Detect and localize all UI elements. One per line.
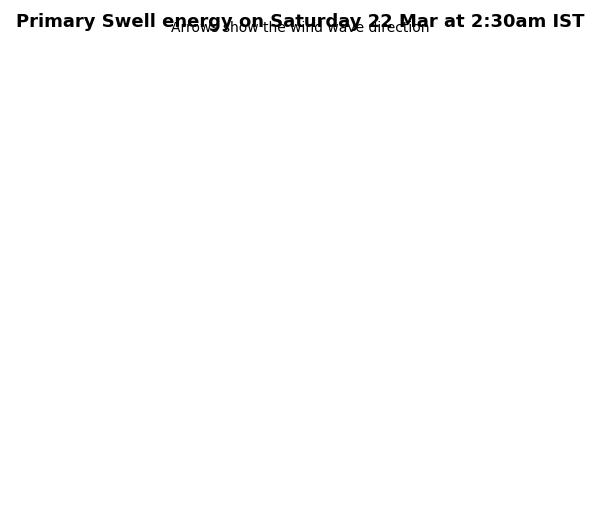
Text: Arrows show the wind wave direction: Arrows show the wind wave direction — [171, 20, 430, 35]
Text: Primary Swell energy on Saturday 22 Mar at 2:30am IST: Primary Swell energy on Saturday 22 Mar … — [16, 13, 585, 31]
